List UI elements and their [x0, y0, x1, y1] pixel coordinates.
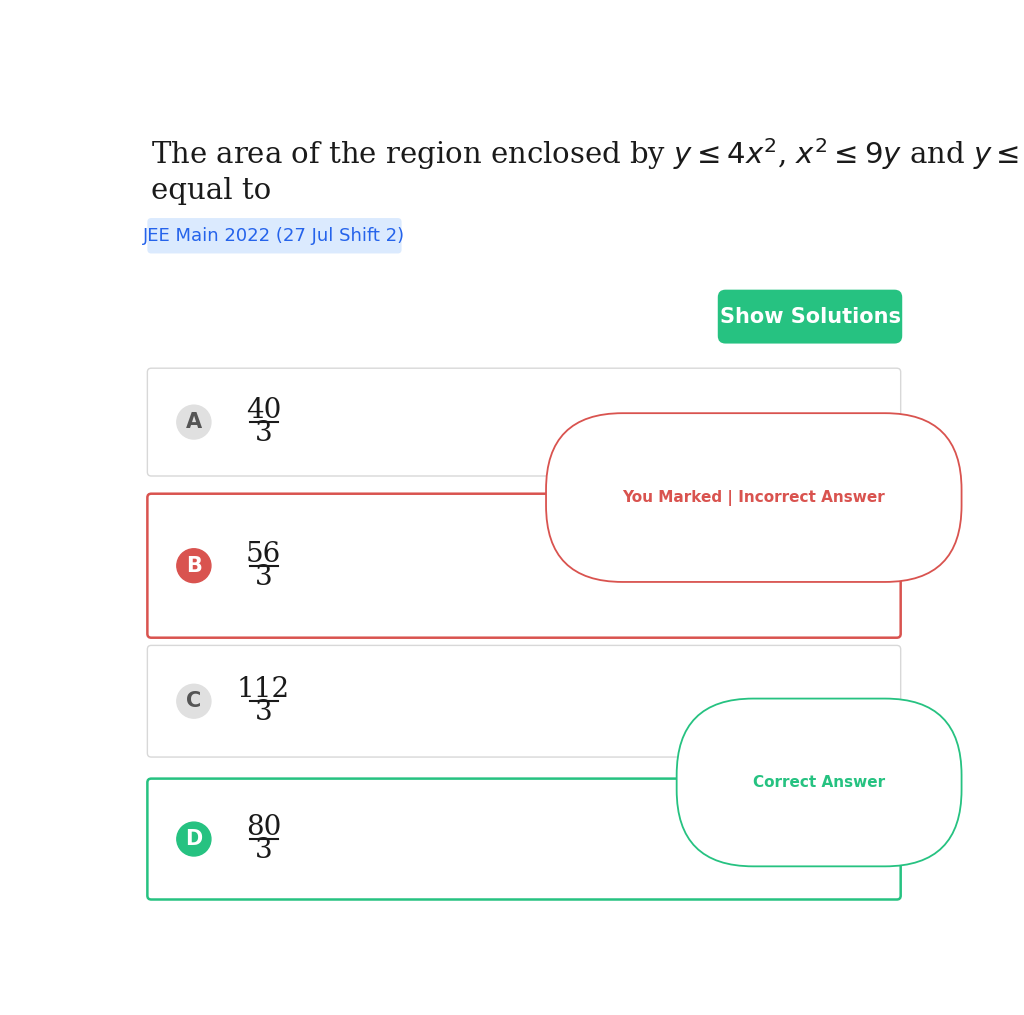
Text: 3: 3: [255, 563, 272, 591]
Text: D: D: [185, 829, 203, 850]
Text: A: A: [185, 412, 202, 432]
Text: Correct Answer: Correct Answer: [753, 775, 885, 790]
Text: 3: 3: [255, 699, 272, 727]
Text: Show Solutions: Show Solutions: [720, 307, 900, 327]
Circle shape: [177, 405, 211, 439]
FancyBboxPatch shape: [147, 779, 901, 899]
Text: 112: 112: [238, 676, 290, 703]
Text: JEE Main 2022 (27 Jul Shift 2): JEE Main 2022 (27 Jul Shift 2): [143, 226, 406, 245]
FancyBboxPatch shape: [718, 289, 902, 343]
FancyBboxPatch shape: [147, 218, 401, 254]
Text: 56: 56: [246, 541, 282, 567]
Text: equal to: equal to: [152, 178, 271, 205]
Text: 3: 3: [255, 837, 272, 864]
Text: 3: 3: [255, 420, 272, 448]
FancyBboxPatch shape: [147, 493, 901, 637]
Text: C: C: [186, 691, 202, 712]
Text: 80: 80: [246, 814, 282, 841]
Circle shape: [177, 822, 211, 856]
Circle shape: [177, 549, 211, 583]
Text: You Marked | Incorrect Answer: You Marked | Incorrect Answer: [623, 489, 885, 505]
Circle shape: [177, 684, 211, 719]
FancyBboxPatch shape: [147, 368, 901, 476]
FancyBboxPatch shape: [147, 646, 901, 757]
Text: 40: 40: [246, 397, 282, 424]
Text: The area of the region enclosed by $y \leq 4x^2$, $x^2 \leq 9y$ and $y \leq 4$, : The area of the region enclosed by $y \l…: [152, 136, 1024, 172]
Text: B: B: [186, 555, 202, 576]
